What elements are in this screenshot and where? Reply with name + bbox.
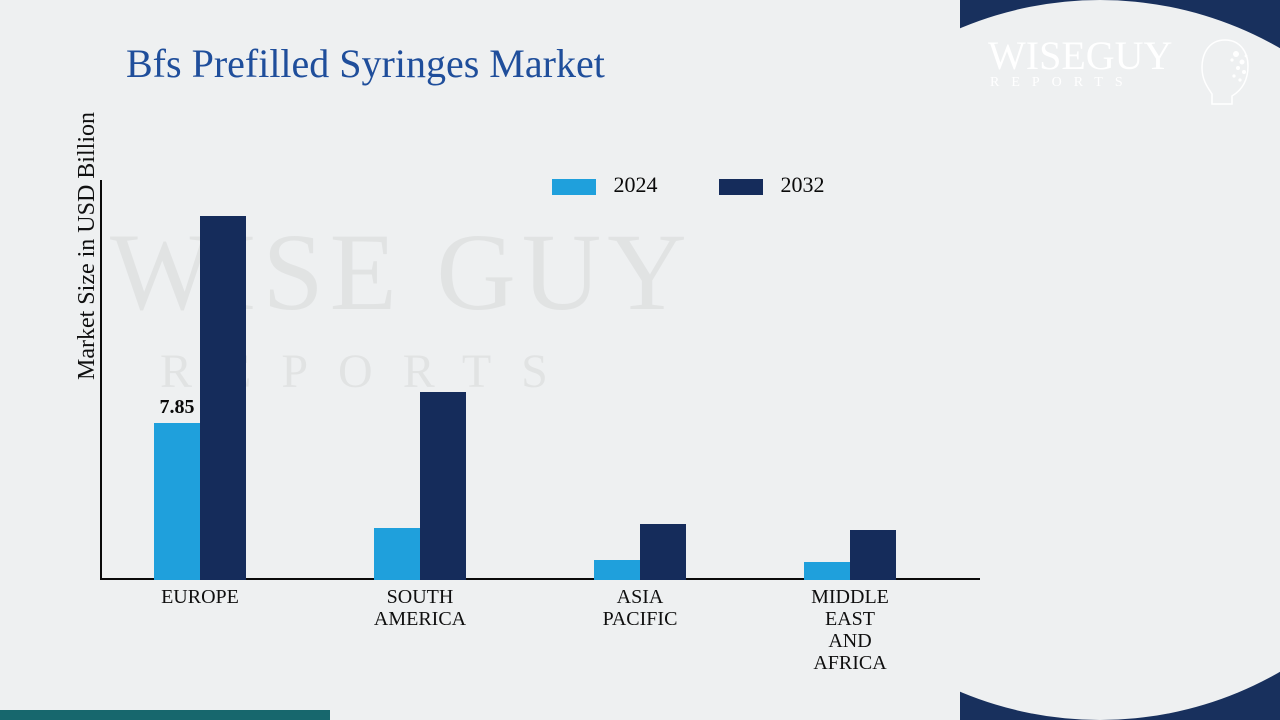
bar-2032-1 xyxy=(420,392,466,580)
plot-area: EUROPESOUTHAMERICAASIAPACIFICMIDDLEEASTA… xyxy=(100,180,980,580)
category-label-2: ASIAPACIFIC xyxy=(550,586,730,630)
y-axis xyxy=(100,180,102,580)
bar-2032-3 xyxy=(850,530,896,580)
bar-2024-1 xyxy=(374,528,420,580)
bar-2024-0 xyxy=(154,423,200,580)
head-icon xyxy=(1198,38,1252,106)
bar-2024-2 xyxy=(594,560,640,580)
bar-2024-3 xyxy=(804,562,850,580)
chart-stage: WISEGUY REPORTS WISE GUY REPORTS Bfs Pre… xyxy=(0,0,1280,720)
category-label-0: EUROPE xyxy=(110,586,290,608)
value-label-2024-0: 7.85 xyxy=(146,396,208,419)
category-label-1: SOUTHAMERICA xyxy=(330,586,510,630)
brand-word-1: WISE xyxy=(988,33,1086,78)
y-axis-label: Market Size in USD Billion xyxy=(74,112,101,380)
brand-word-2: GUY xyxy=(1086,33,1173,78)
bar-2032-2 xyxy=(640,524,686,580)
category-label-3: MIDDLEEASTANDAFRICA xyxy=(760,586,940,674)
brand-logo: WISEGUY REPORTS xyxy=(988,32,1258,91)
footer-accent xyxy=(0,710,330,720)
chart-title: Bfs Prefilled Syringes Market xyxy=(126,40,605,87)
